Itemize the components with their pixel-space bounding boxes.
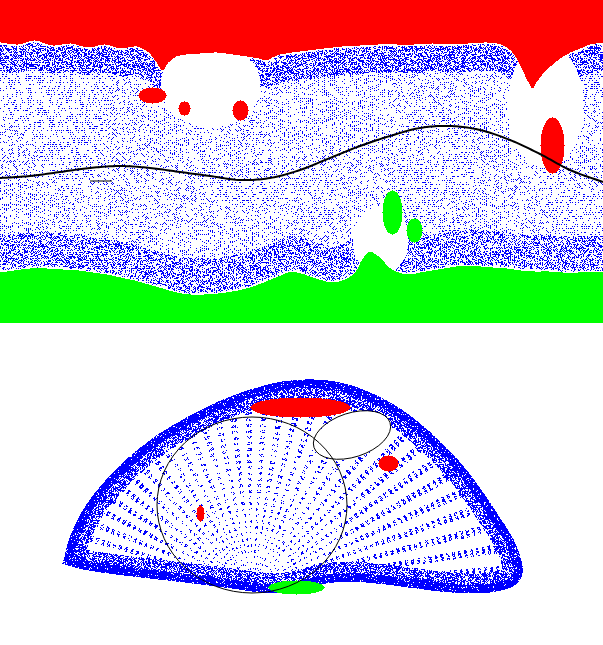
projected-3d-view-canvas <box>0 345 603 645</box>
panel-map-view <box>0 0 603 323</box>
map-view-canvas <box>0 0 603 323</box>
panel-projected-3d-view <box>0 345 603 645</box>
